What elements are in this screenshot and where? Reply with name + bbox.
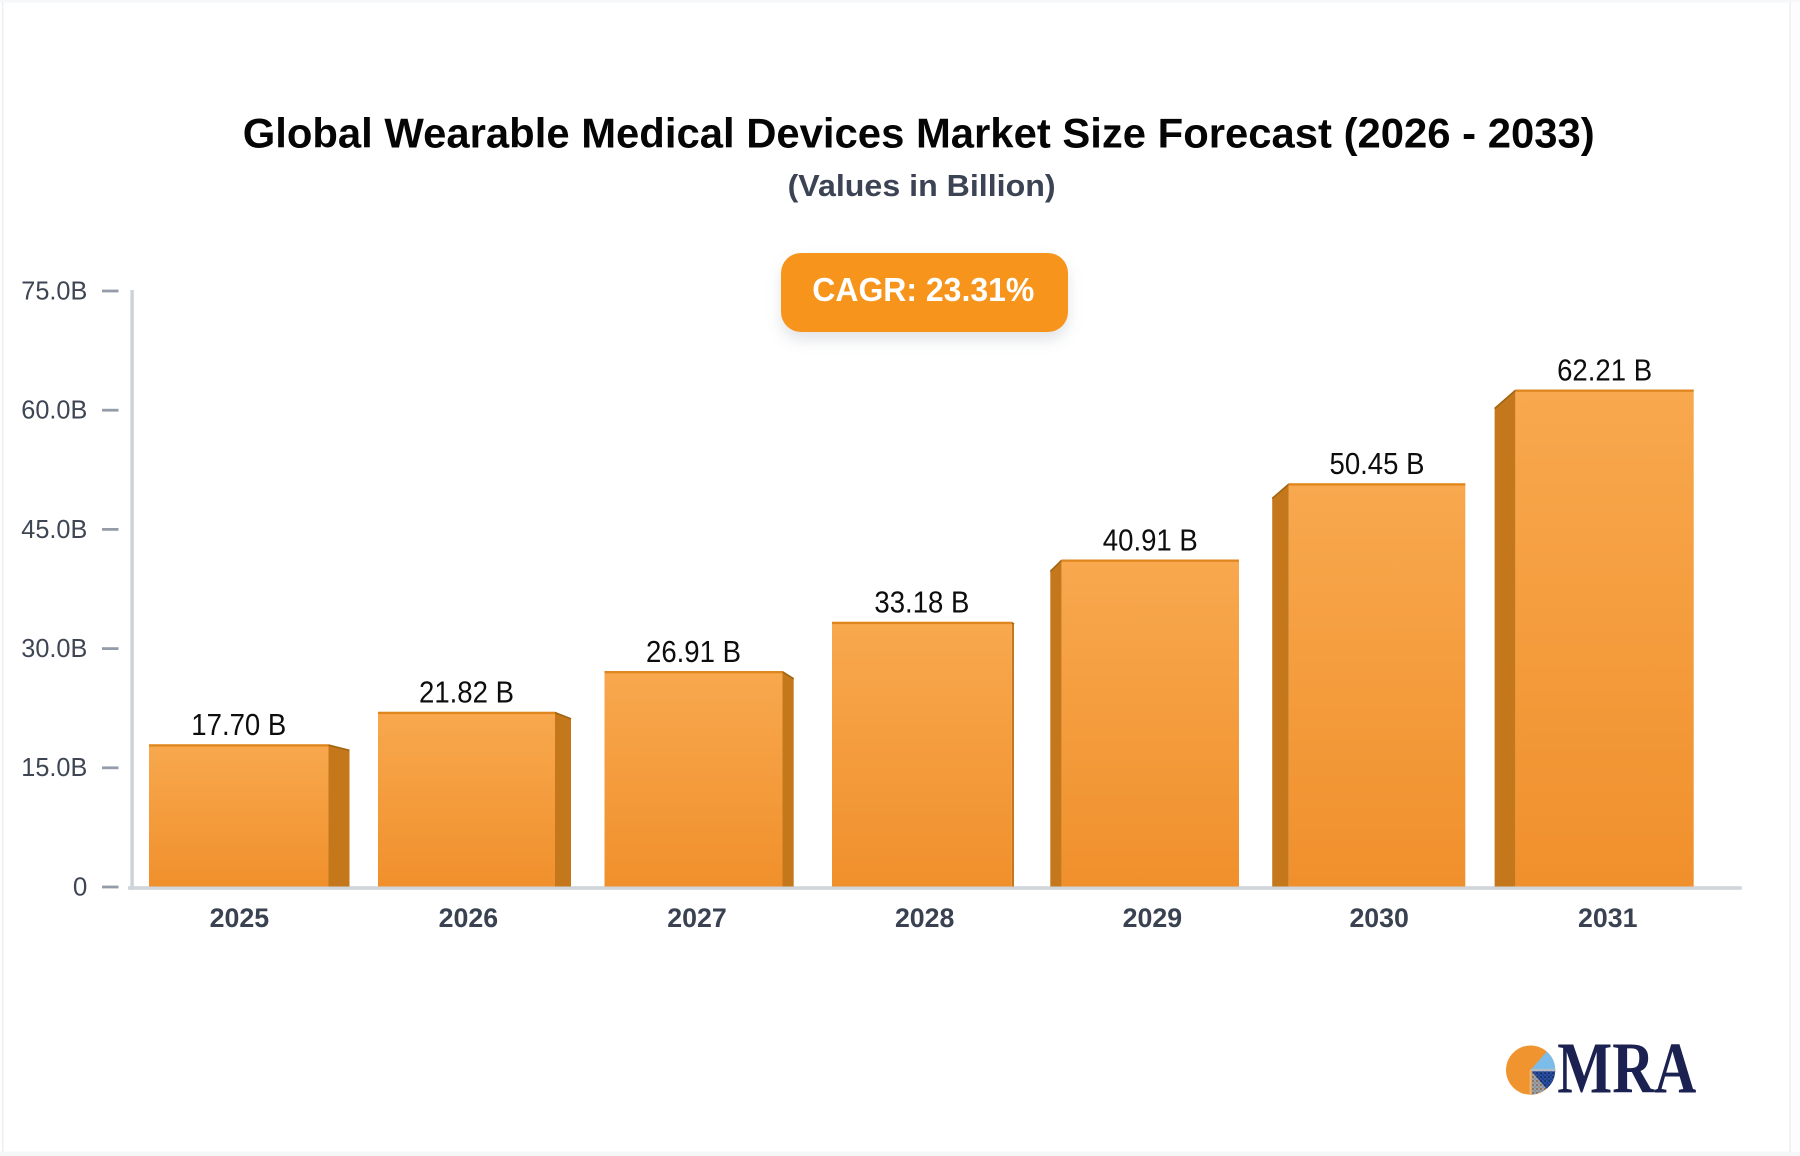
svg-text:15.0B: 15.0B bbox=[21, 752, 87, 782]
svg-text:45.0B: 45.0B bbox=[21, 514, 87, 544]
svg-text:62.21 B: 62.21 B bbox=[1557, 352, 1652, 387]
svg-text:2025: 2025 bbox=[210, 903, 270, 933]
svg-text:30.0B: 30.0B bbox=[21, 633, 87, 663]
svg-text:2026: 2026 bbox=[439, 903, 499, 933]
svg-text:2027: 2027 bbox=[667, 903, 727, 933]
svg-text:17.70 B: 17.70 B bbox=[191, 707, 286, 742]
svg-text:33.18 B: 33.18 B bbox=[874, 585, 969, 620]
svg-text:75.0B: 75.0B bbox=[21, 275, 87, 305]
svg-text:(Values in Billion): (Values in Billion) bbox=[788, 168, 1056, 203]
svg-text:2028: 2028 bbox=[895, 903, 955, 933]
svg-text:MRA: MRA bbox=[1557, 1027, 1696, 1108]
svg-text:Global Wearable Medical Device: Global Wearable Medical Devices Market S… bbox=[243, 109, 1595, 156]
svg-text:2031: 2031 bbox=[1578, 903, 1638, 933]
svg-text:0: 0 bbox=[73, 871, 87, 901]
svg-text:40.91 B: 40.91 B bbox=[1103, 522, 1198, 557]
svg-text:2029: 2029 bbox=[1123, 903, 1183, 933]
svg-text:2030: 2030 bbox=[1349, 903, 1409, 933]
svg-text:21.82 B: 21.82 B bbox=[419, 675, 514, 710]
svg-text:60.0B: 60.0B bbox=[21, 395, 87, 425]
svg-text:50.45 B: 50.45 B bbox=[1330, 446, 1425, 481]
svg-text:CAGR: 23.31%: CAGR: 23.31% bbox=[812, 271, 1034, 308]
svg-text:26.91 B: 26.91 B bbox=[646, 634, 741, 669]
